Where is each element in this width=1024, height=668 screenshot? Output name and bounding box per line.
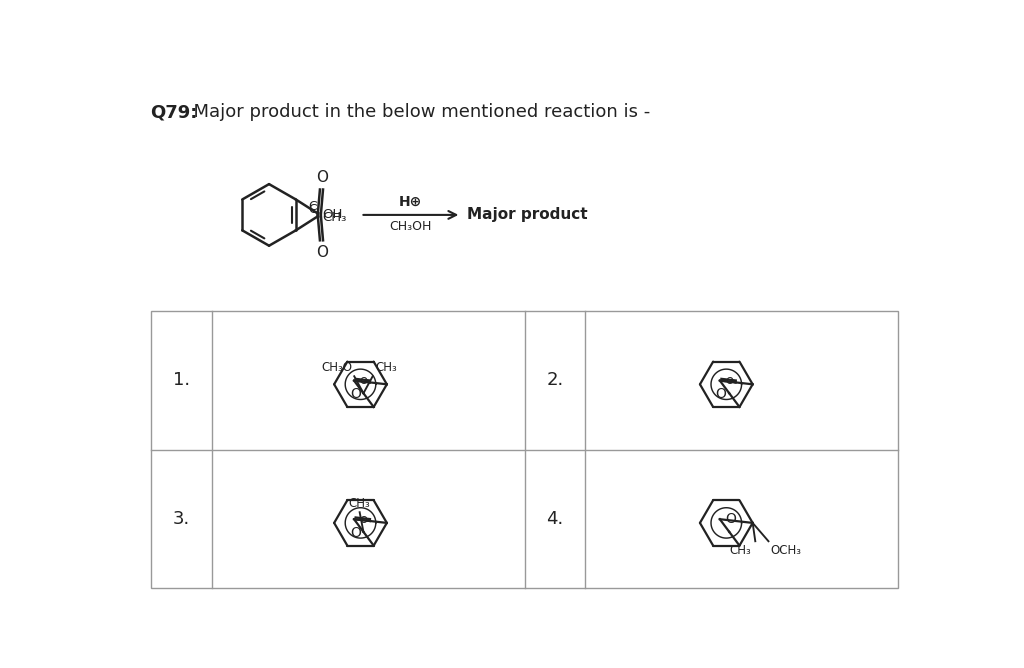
Text: o: o	[725, 374, 733, 387]
Text: Q79:: Q79:	[150, 104, 197, 122]
Text: OCH₃: OCH₃	[771, 544, 802, 556]
Text: 2.: 2.	[547, 371, 563, 389]
Text: O: O	[716, 387, 727, 401]
Text: 4.: 4.	[547, 510, 563, 528]
Text: CH₃O: CH₃O	[321, 361, 352, 374]
Text: O: O	[350, 387, 360, 401]
Text: 1.: 1.	[173, 371, 190, 389]
Text: O: O	[725, 512, 736, 526]
Text: o: o	[359, 513, 368, 526]
Text: CH₃: CH₃	[323, 212, 346, 224]
Text: C: C	[308, 202, 316, 216]
Text: Major product: Major product	[467, 207, 588, 222]
Text: H⊕: H⊕	[399, 195, 423, 208]
Text: CH₃: CH₃	[349, 497, 371, 510]
Text: OH: OH	[323, 208, 343, 221]
Text: CH₃: CH₃	[375, 361, 396, 374]
Text: 3.: 3.	[173, 510, 190, 528]
Text: O: O	[316, 170, 329, 185]
Text: CH₃: CH₃	[730, 544, 752, 556]
Text: Major product in the below mentioned reaction is -: Major product in the below mentioned rea…	[182, 104, 650, 122]
Bar	[152, 311, 898, 589]
Text: CH₃OH: CH₃OH	[390, 220, 432, 232]
Text: C: C	[308, 200, 316, 212]
Text: O: O	[316, 245, 329, 260]
Text: o: o	[359, 374, 368, 387]
Text: O: O	[350, 526, 360, 540]
